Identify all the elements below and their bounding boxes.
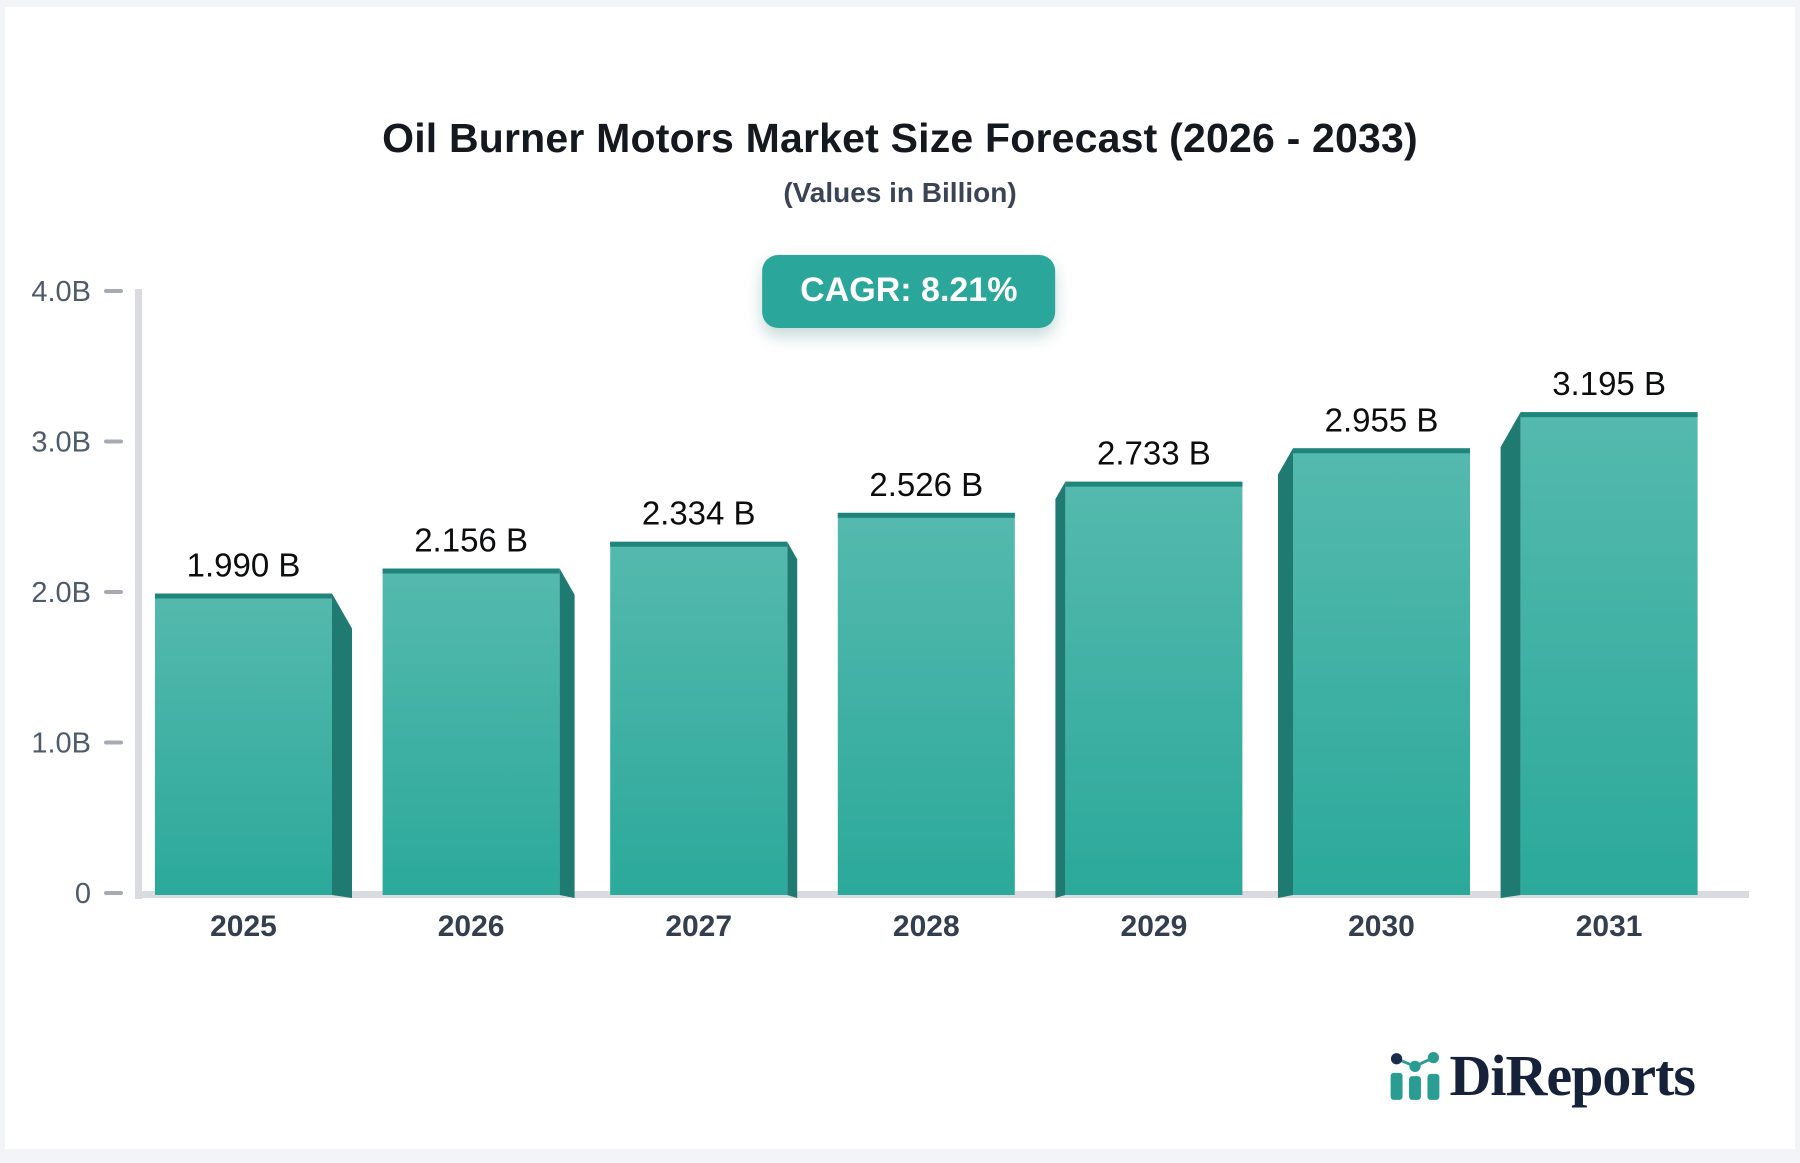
logo-text: DiReports	[1449, 1042, 1696, 1108]
bar-2029	[1065, 481, 1243, 895]
x-tick-label: 2030	[1348, 910, 1415, 943]
bar-side-2029	[1055, 481, 1066, 898]
bar-top-edge-2031	[1520, 412, 1698, 418]
y-tick-mark	[104, 439, 123, 444]
labels: 1.990 B 2025 2.156 B 2026 2.334 B 2027 2.526 B…	[187, 365, 1666, 943]
x-tick-label: 2031	[1576, 910, 1643, 943]
x-tick-label: 2029	[1121, 910, 1188, 943]
bar-top-edge-2025	[155, 593, 332, 599]
bar-value-label: 2.334 B	[642, 495, 756, 532]
chart-title: Oil Burner Motors Market Size Forecast (…	[382, 115, 1418, 161]
y-tick-label: 4.0B	[31, 276, 91, 308]
bar-top-edge-2028	[837, 512, 1015, 518]
bar-2030	[1293, 448, 1470, 895]
direports-logo: DiReports	[1389, 1042, 1696, 1108]
bar-side-2025	[332, 593, 352, 898]
bar-2031	[1520, 412, 1698, 895]
x-tick-label: 2028	[893, 910, 960, 943]
y-axis-line	[135, 289, 142, 899]
y-tick-mark	[104, 740, 123, 745]
bar-value-label: 2.156 B	[414, 522, 528, 559]
bar-chart: 0 1.0B 2.0B 3.0B 4.0B 1.990 B 2025 2.156 B 2026…	[31, 276, 1749, 943]
cagr-badge: CAGR: 8.21%	[762, 255, 1056, 328]
x-tick-label: 2027	[665, 910, 732, 943]
bar-side-2031	[1500, 412, 1521, 898]
bar-side-2026	[559, 568, 575, 898]
x-tick-label: 2025	[210, 910, 277, 943]
bar-2026	[382, 568, 560, 895]
x-tick-label: 2026	[438, 910, 505, 943]
chart-subtitle: (Values in Billion)	[783, 177, 1017, 208]
bar-value-label: 3.195 B	[1552, 365, 1666, 402]
bar-top-edge-2029	[1065, 481, 1243, 487]
y-tick-mark	[104, 590, 123, 594]
y-tick-mark	[104, 891, 123, 895]
y-tick-label: 3.0B	[31, 427, 91, 459]
bar-top-edge-2030	[1293, 448, 1470, 454]
bar-value-label: 2.733 B	[1097, 435, 1211, 472]
bar-side-2030	[1278, 448, 1293, 898]
chart-card: Oil Burner Motors Market Size Forecast (…	[5, 7, 1795, 1149]
mini-bar-line-chart-icon	[1391, 1052, 1440, 1100]
bar-value-label: 1.990 B	[187, 547, 301, 584]
bar-2027	[610, 541, 788, 895]
bar-side-2027	[787, 541, 798, 898]
y-tick-label: 2.0B	[31, 577, 91, 609]
y-tick-mark	[104, 289, 123, 293]
y-tick-label: 0	[75, 878, 91, 910]
bar-2025	[155, 593, 332, 895]
bar-top-edge-2027	[610, 541, 788, 547]
bar-top-edge-2026	[382, 568, 560, 574]
bar-2028	[837, 512, 1015, 895]
bar-value-label: 2.526 B	[869, 466, 983, 503]
bar-value-label: 2.955 B	[1325, 401, 1439, 438]
y-tick-label: 1.0B	[31, 728, 91, 760]
bars	[155, 412, 1698, 898]
